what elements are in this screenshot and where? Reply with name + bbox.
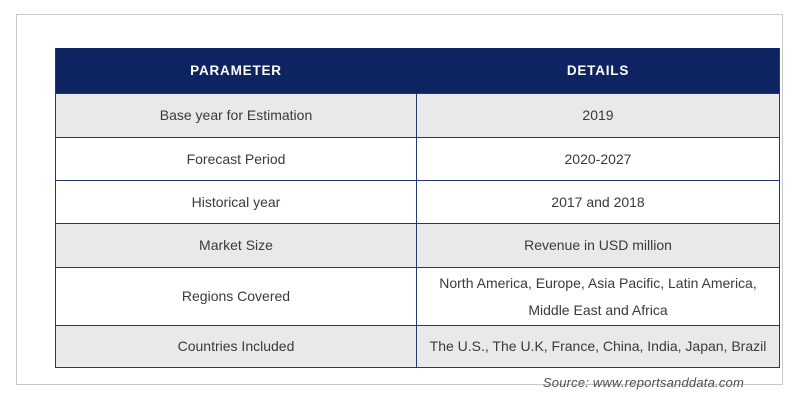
- table-row: Forecast Period 2020-2027: [56, 137, 779, 180]
- row-details-cell: 2019: [582, 107, 614, 124]
- table-row: Market Size Revenue in USD million: [56, 223, 779, 267]
- column-header-details: DETAILS: [566, 63, 630, 79]
- row-parameter-cell: Regions Covered: [56, 268, 417, 325]
- content-frame: PARAMETER DETAILS Base year for Estimati…: [16, 14, 783, 390]
- row-parameter-cell: Forecast Period: [56, 138, 417, 180]
- row-details-cell: North America, Europe, Asia Pacific, Lat…: [439, 274, 757, 318]
- row-parameter-cell: Market Size: [56, 224, 417, 267]
- table-row: Base year for Estimation 2019: [56, 93, 779, 137]
- column-header-parameter: PARAMETER: [56, 49, 417, 93]
- table-header-row: PARAMETER DETAILS: [56, 48, 779, 93]
- report-scope-table: PARAMETER DETAILS Base year for Estimati…: [55, 48, 780, 368]
- row-details-cell: Revenue in USD million: [524, 237, 672, 254]
- row-parameter-cell: Base year for Estimation: [56, 94, 417, 137]
- source-attribution: Source: www.reportsanddata.com: [542, 375, 744, 390]
- row-details-cell: 2020-2027: [564, 150, 632, 167]
- table-row: Historical year 2017 and 2018: [56, 180, 779, 223]
- table-row: Countries Included The U.S., The U.K, Fr…: [56, 325, 779, 367]
- row-parameter-cell: Countries Included: [56, 326, 417, 367]
- row-details-cell: 2017 and 2018: [551, 193, 645, 210]
- row-details-cell: The U.S., The U.K, France, China, India,…: [429, 338, 767, 355]
- table-row: Regions Covered North America, Europe, A…: [56, 267, 779, 325]
- row-parameter-cell: Historical year: [56, 181, 417, 223]
